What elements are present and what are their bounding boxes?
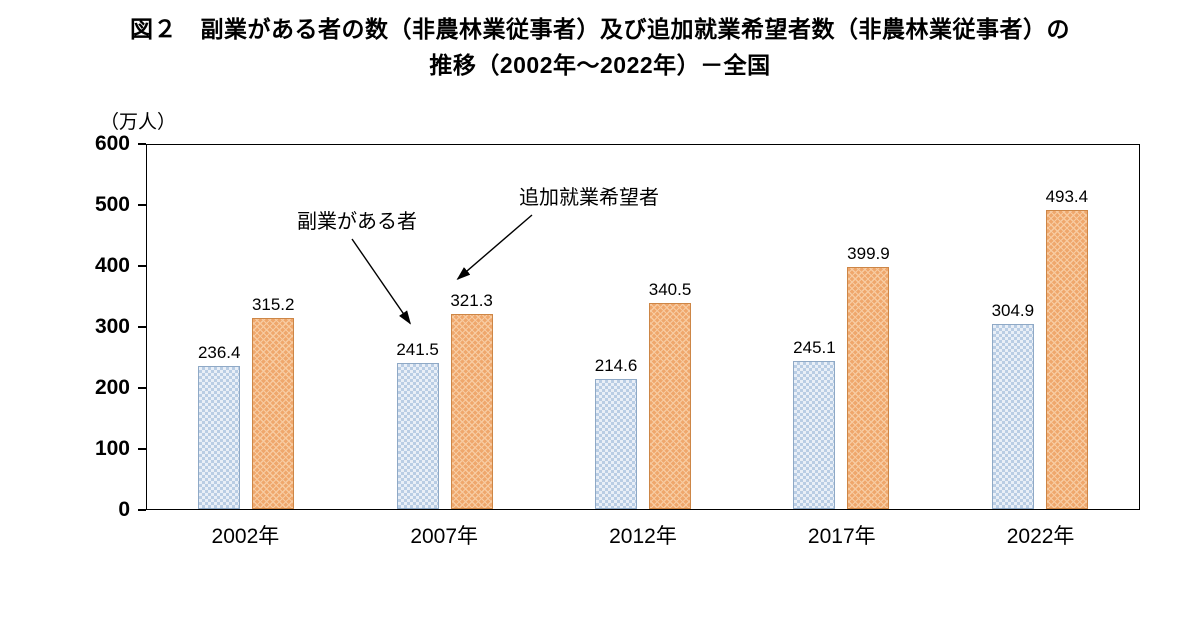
bar-column: 236.4 [197, 145, 241, 510]
x-axis-label: 2017年 [807, 525, 876, 549]
y-tick-mark [138, 326, 146, 329]
y-tick-label: 600 [94, 132, 130, 156]
y-tick-mark [138, 387, 146, 390]
bar-group: 214.6 340.5 [544, 145, 742, 510]
bar-column: 399.9 [847, 145, 890, 510]
bar-column: 245.1 [793, 145, 836, 510]
bar-value-label: 214.6 [594, 356, 638, 376]
x-axis: 2002年 2007年 2012年 2017年 2022年 [58, 510, 1140, 550]
bar-group: 241.5 321.3 [345, 145, 543, 510]
y-tick-mark [138, 509, 146, 512]
bar-value-label: 245.1 [793, 337, 836, 357]
x-axis-label: 2002年 [211, 525, 280, 549]
x-axis-label: 2007年 [410, 525, 479, 549]
figure-title-line2: 推移（2002年～2022年）－全国 [429, 51, 771, 78]
bar-series-1 [252, 318, 295, 510]
bar-group: 236.4 315.2 [147, 145, 345, 510]
bar-series-1 [847, 266, 890, 510]
y-tick-label: 400 [94, 254, 130, 278]
annotation-label-fukugyo: 副業がある者 [297, 211, 417, 234]
y-tick-label: 100 [94, 437, 130, 461]
y-tick-label: 500 [94, 193, 130, 217]
bar-value-label: 340.5 [648, 279, 692, 299]
y-tick-label: 200 [94, 376, 130, 400]
bar-value-label: 493.4 [1045, 186, 1089, 206]
bar-value-label: 321.3 [450, 291, 493, 311]
bar-chart: （万人） 0 100 200 300 400 500 600 236.4 315.2 241.5… [58, 107, 1140, 550]
bar-column: 315.2 [251, 145, 295, 510]
bar-column: 304.9 [991, 145, 1035, 510]
bar-group: 304.9 493.4 [941, 145, 1139, 510]
bar-series-0 [198, 365, 241, 510]
y-tick-label: 0 [118, 498, 130, 522]
bar-series-0 [396, 362, 439, 510]
bar-value-label: 241.5 [396, 339, 439, 359]
plot-area: 236.4 315.2 241.5 321.3 214.6 340.5 245.1 399.9… [146, 144, 1140, 511]
y-tick-label: 300 [94, 315, 130, 339]
x-axis-label: 2012年 [609, 525, 677, 549]
bar-column: 214.6 [594, 145, 638, 510]
bar-column: 493.4 [1045, 145, 1089, 510]
bar-value-label: 399.9 [847, 243, 890, 263]
bar-series-1 [649, 302, 692, 510]
bar-value-label: 236.4 [197, 342, 241, 362]
y-tick-mark [138, 448, 146, 451]
bar-group: 245.1 399.9 [742, 145, 940, 510]
bar-column: 321.3 [450, 145, 493, 510]
bar-series-0 [793, 360, 836, 510]
y-axis-unit-label: （万人） [100, 112, 177, 134]
bar-series-0 [595, 379, 638, 510]
figure-title: 図２ 副業がある者の数（非農林業従事者）及び追加就業希望者数（非農林業従事者）の… [0, 0, 1200, 83]
bar-series-0 [991, 324, 1034, 510]
bar-column: 340.5 [648, 145, 692, 510]
figure-title-line1: 図２ 副業がある者の数（非農林業従事者）及び追加就業希望者数（非農林業従事者）の [130, 16, 1070, 42]
bar-groups: 236.4 315.2 241.5 321.3 214.6 340.5 245.1 399.9… [147, 145, 1139, 510]
bar-value-label: 315.2 [251, 295, 295, 315]
bar-column: 241.5 [396, 145, 439, 510]
y-tick-mark [138, 204, 146, 207]
y-tick-mark [138, 143, 146, 146]
bar-series-1 [450, 314, 493, 510]
bar-series-1 [1045, 209, 1088, 510]
x-axis-label: 2022年 [1006, 525, 1075, 549]
y-tick-mark [138, 265, 146, 268]
y-axis: 0 100 200 300 400 500 600 [58, 132, 146, 521]
annotation-label-tsuika: 追加就業希望者 [519, 187, 659, 210]
bar-value-label: 304.9 [991, 301, 1035, 321]
